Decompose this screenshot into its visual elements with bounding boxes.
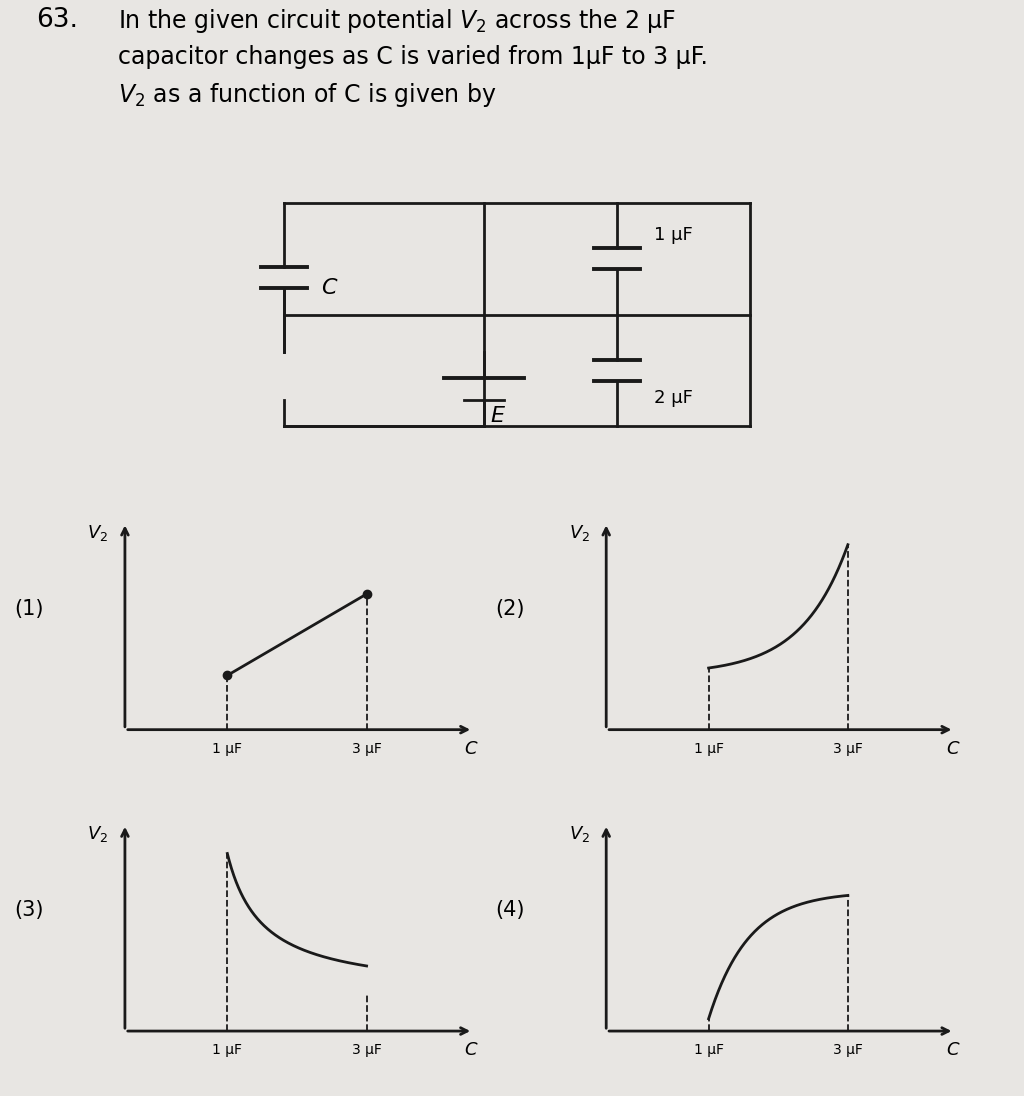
Text: 1 μF: 1 μF — [212, 742, 243, 756]
Text: 2 μF: 2 μF — [653, 389, 692, 407]
Text: C: C — [465, 740, 477, 757]
Text: 1 μF: 1 μF — [693, 1043, 724, 1058]
Text: 3 μF: 3 μF — [833, 1043, 863, 1058]
Text: 63.: 63. — [36, 7, 78, 33]
Text: $V_2$: $V_2$ — [87, 523, 109, 543]
Text: $V_2$: $V_2$ — [568, 824, 590, 844]
Text: 3 μF: 3 μF — [351, 742, 382, 756]
Text: 1 μF: 1 μF — [212, 1043, 243, 1058]
Text: (3): (3) — [14, 900, 44, 921]
Text: (2): (2) — [496, 598, 525, 619]
Text: $V_2$: $V_2$ — [568, 523, 590, 543]
Text: 1 μF: 1 μF — [653, 226, 692, 243]
Text: C: C — [946, 740, 958, 757]
Text: 3 μF: 3 μF — [833, 742, 863, 756]
Text: 1 μF: 1 μF — [693, 742, 724, 756]
Text: (4): (4) — [496, 900, 525, 921]
Text: (1): (1) — [14, 598, 44, 619]
Text: C: C — [465, 1041, 477, 1059]
Text: C: C — [946, 1041, 958, 1059]
Text: 3 μF: 3 μF — [351, 1043, 382, 1058]
Text: E: E — [490, 406, 505, 426]
Text: C: C — [321, 278, 336, 298]
Text: $V_2$: $V_2$ — [87, 824, 109, 844]
Text: In the given circuit potential $V_2$ across the 2 μF
capacitor changes as C is v: In the given circuit potential $V_2$ acr… — [118, 7, 708, 109]
